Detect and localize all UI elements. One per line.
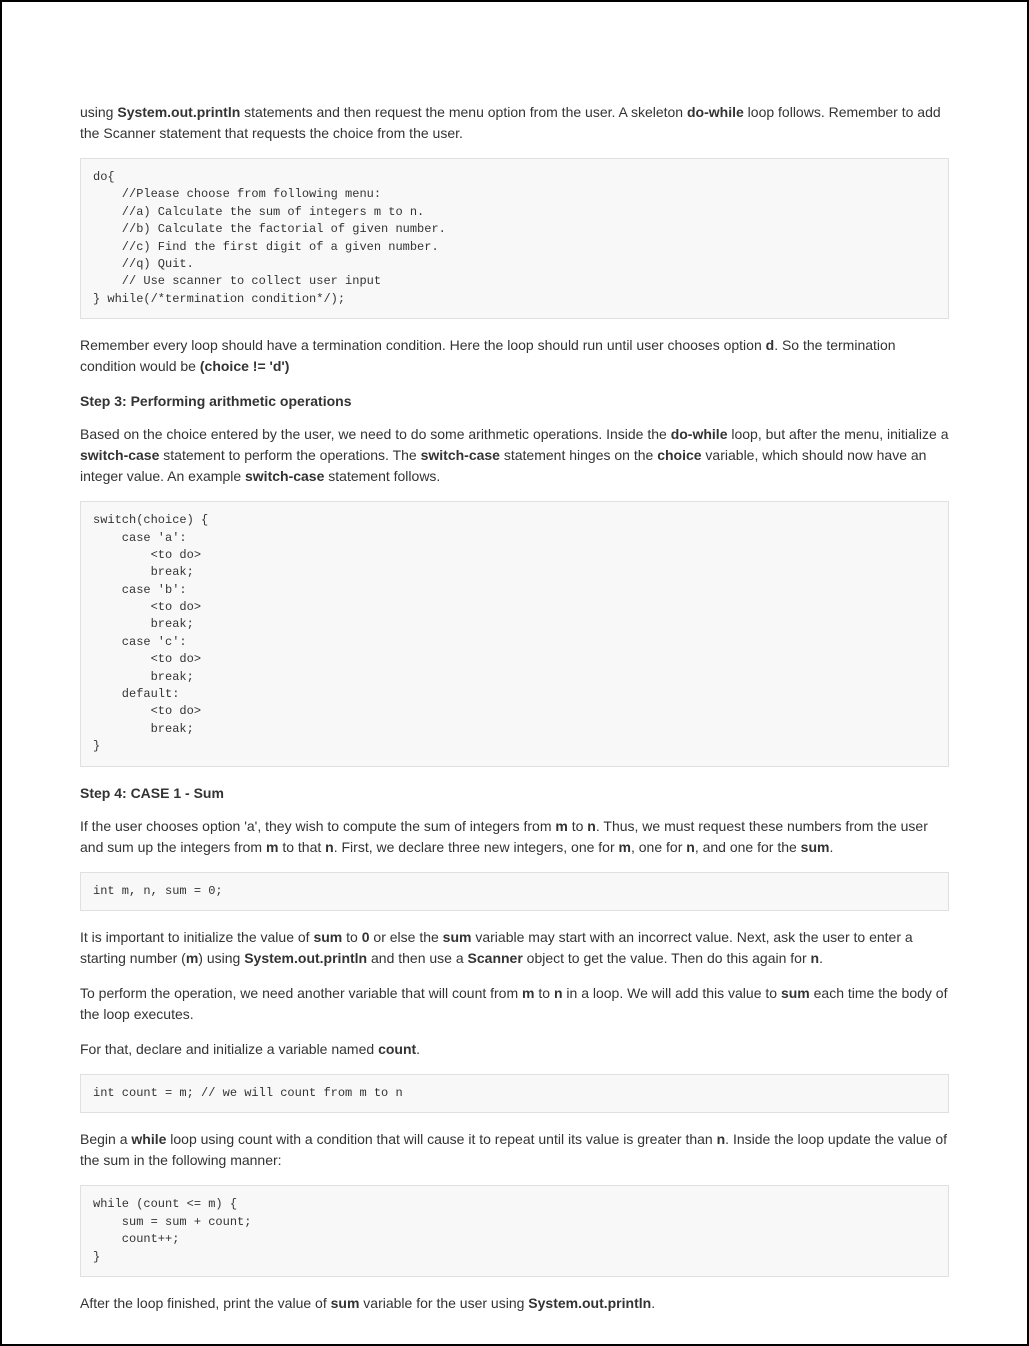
bold: switch-case <box>421 447 500 463</box>
bold: m <box>266 839 278 855</box>
bold: switch-case <box>80 447 159 463</box>
bold: n <box>686 839 695 855</box>
bold: while <box>131 1131 166 1147</box>
text: . <box>416 1041 420 1057</box>
text: ) using <box>198 950 244 966</box>
bold: m <box>619 839 631 855</box>
code-block-switch: switch(choice) { case 'a': <to do> break… <box>80 501 949 766</box>
bold: m <box>555 818 567 834</box>
bold: m <box>186 950 198 966</box>
bold: choice <box>657 447 701 463</box>
text: in a loop. We will add this value to <box>563 985 781 1001</box>
code-block-count: int count = m; // we will count from m t… <box>80 1074 949 1113</box>
document-page: using System.out.println statements and … <box>0 0 1029 1346</box>
initialize-paragraph: It is important to initialize the value … <box>80 927 949 969</box>
text: variable for the user using <box>359 1295 528 1311</box>
text: For that, declare and initialize a varia… <box>80 1041 378 1057</box>
bold: n <box>587 818 596 834</box>
step3-heading: Step 3: Performing arithmetic operations <box>80 391 949 412</box>
text: . <box>819 950 823 966</box>
bold: count <box>378 1041 416 1057</box>
text: loop using count with a condition that w… <box>166 1131 716 1147</box>
bold: n <box>554 985 563 1001</box>
text: or else the <box>370 929 443 945</box>
text: , one for <box>631 839 686 855</box>
bold: n <box>325 839 334 855</box>
step4-paragraph: If the user chooses option 'a', they wis… <box>80 816 949 858</box>
text: It is important to initialize the value … <box>80 929 313 945</box>
text: statement follows. <box>324 468 440 484</box>
text: If the user chooses option 'a', they wis… <box>80 818 555 834</box>
text: statements and then request the menu opt… <box>240 104 687 120</box>
text: and then use a <box>367 950 467 966</box>
text: statement to perform the operations. The <box>159 447 420 463</box>
bold: sum <box>801 839 830 855</box>
text: Based on the choice entered by the user,… <box>80 426 671 442</box>
bold: 0 <box>362 929 370 945</box>
intro-paragraph: using System.out.println statements and … <box>80 102 949 144</box>
text: . First, we declare three new integers, … <box>334 839 619 855</box>
text: , and one for the <box>695 839 801 855</box>
while-paragraph: Begin a while loop using count with a co… <box>80 1129 949 1171</box>
termination-paragraph: Remember every loop should have a termin… <box>80 335 949 377</box>
bold: sum <box>313 929 342 945</box>
bold: Scanner <box>468 950 523 966</box>
bold: System.out.println <box>244 950 367 966</box>
text: object to get the value. Then do this ag… <box>523 950 811 966</box>
bold: do-while <box>671 426 728 442</box>
text: . <box>651 1295 655 1311</box>
bold: sum <box>331 1295 360 1311</box>
step4-heading: Step 4: CASE 1 - Sum <box>80 783 949 804</box>
text: to <box>568 818 587 834</box>
text: After the loop finished, print the value… <box>80 1295 331 1311</box>
step3-paragraph: Based on the choice entered by the user,… <box>80 424 949 487</box>
bold: m <box>522 985 534 1001</box>
bold: n <box>717 1131 726 1147</box>
text: . <box>829 839 833 855</box>
count-paragraph: To perform the operation, we need anothe… <box>80 983 949 1025</box>
final-paragraph: After the loop finished, print the value… <box>80 1293 949 1314</box>
bold: (choice != 'd') <box>200 358 290 374</box>
text: Begin a <box>80 1131 131 1147</box>
text: loop, but after the menu, initialize a <box>727 426 948 442</box>
bold: System.out.println <box>117 104 240 120</box>
text: Remember every loop should have a termin… <box>80 337 766 353</box>
bold: sum <box>781 985 810 1001</box>
bold: System.out.println <box>528 1295 651 1311</box>
code-block-declare: int m, n, sum = 0; <box>80 872 949 911</box>
text: To perform the operation, we need anothe… <box>80 985 522 1001</box>
text: statement hinges on the <box>500 447 657 463</box>
text: to <box>342 929 361 945</box>
text: using <box>80 104 117 120</box>
text: to <box>534 985 553 1001</box>
text: to that <box>278 839 325 855</box>
code-block-while: while (count <= m) { sum = sum + count; … <box>80 1185 949 1277</box>
bold: n <box>811 950 820 966</box>
bold: switch-case <box>245 468 324 484</box>
declare-count-paragraph: For that, declare and initialize a varia… <box>80 1039 949 1060</box>
bold: do-while <box>687 104 744 120</box>
bold: d <box>766 337 775 353</box>
bold: sum <box>443 929 472 945</box>
code-block-dowhile: do{ //Please choose from following menu:… <box>80 158 949 319</box>
